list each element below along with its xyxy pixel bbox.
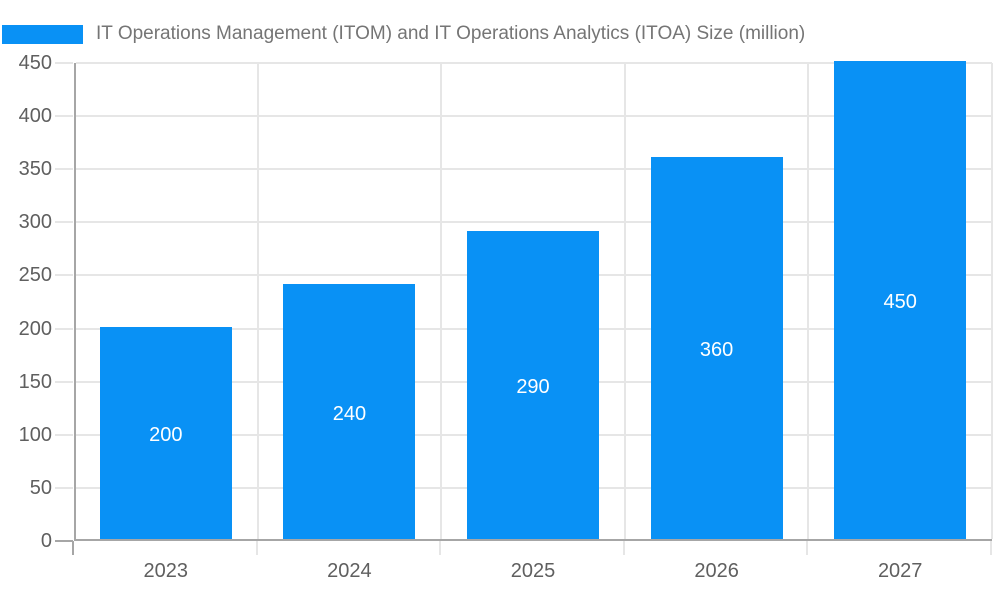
x-axis-label-2027: 2027 [877, 560, 923, 582]
y-axis-tick-400 [55, 115, 73, 118]
y-axis-label-250: 250 [18, 264, 52, 287]
y-axis-label-200: 200 [18, 317, 52, 340]
x-axis-label-2025: 2025 [510, 560, 556, 582]
chart-legend: IT Operations Management (ITOM) and IT O… [2, 24, 805, 44]
y-axis-label-300: 300 [18, 211, 52, 234]
y-axis-label-50: 50 [29, 476, 52, 499]
gridline-y-300 [76, 221, 992, 224]
x-axis-tick-2 [439, 541, 442, 555]
bar-2027[interactable] [834, 61, 967, 539]
legend-swatch [2, 24, 83, 44]
x-axis-label-2026: 2026 [694, 560, 739, 582]
x-axis-tick-3 [622, 541, 625, 555]
y-axis-tick-250 [55, 274, 73, 277]
bar-2025[interactable] [467, 230, 599, 539]
y-axis-tick-150 [55, 380, 73, 383]
y-axis-label-150: 150 [18, 370, 52, 393]
x-axis-tick-0 [72, 541, 74, 555]
x-axis-tick-4 [806, 541, 809, 555]
bar-2026[interactable] [650, 156, 783, 539]
x-axis-tick-5 [990, 541, 992, 555]
y-axis-label-0: 0 [40, 530, 52, 552]
gridline-x-2 [440, 63, 443, 539]
legend-label: IT Operations Management (ITOM) and IT O… [96, 23, 806, 44]
bar-2023[interactable] [99, 326, 232, 539]
y-axis-tick-300 [55, 221, 73, 224]
gridline-x-4 [807, 63, 810, 539]
y-axis-tick-350 [55, 168, 73, 171]
gridline-y-400 [76, 115, 992, 118]
gridline-x-5 [991, 63, 993, 539]
y-axis-label-450: 450 [18, 52, 52, 74]
gridline-x-1 [256, 63, 259, 539]
y-axis-tick-0 [55, 540, 73, 542]
y-axis-tick-200 [55, 327, 73, 330]
gridline-y-350 [76, 168, 992, 171]
gridline-x-3 [623, 63, 626, 539]
x-axis-label-2024: 2024 [327, 560, 372, 582]
bar-2024[interactable] [283, 284, 416, 539]
y-axis-label-350: 350 [18, 158, 52, 181]
y-axis-label-400: 400 [18, 105, 52, 128]
y-axis-tick-450 [55, 62, 73, 64]
plot-area: 200 240 290 360 450 [74, 61, 993, 541]
y-axis-tick-100 [55, 433, 73, 436]
gridline-y-450 [76, 62, 992, 64]
y-axis-label-100: 100 [18, 423, 52, 446]
x-axis-label-2023: 2023 [143, 560, 189, 582]
y-axis-tick-50 [55, 486, 73, 489]
x-axis-tick-1 [255, 541, 258, 555]
